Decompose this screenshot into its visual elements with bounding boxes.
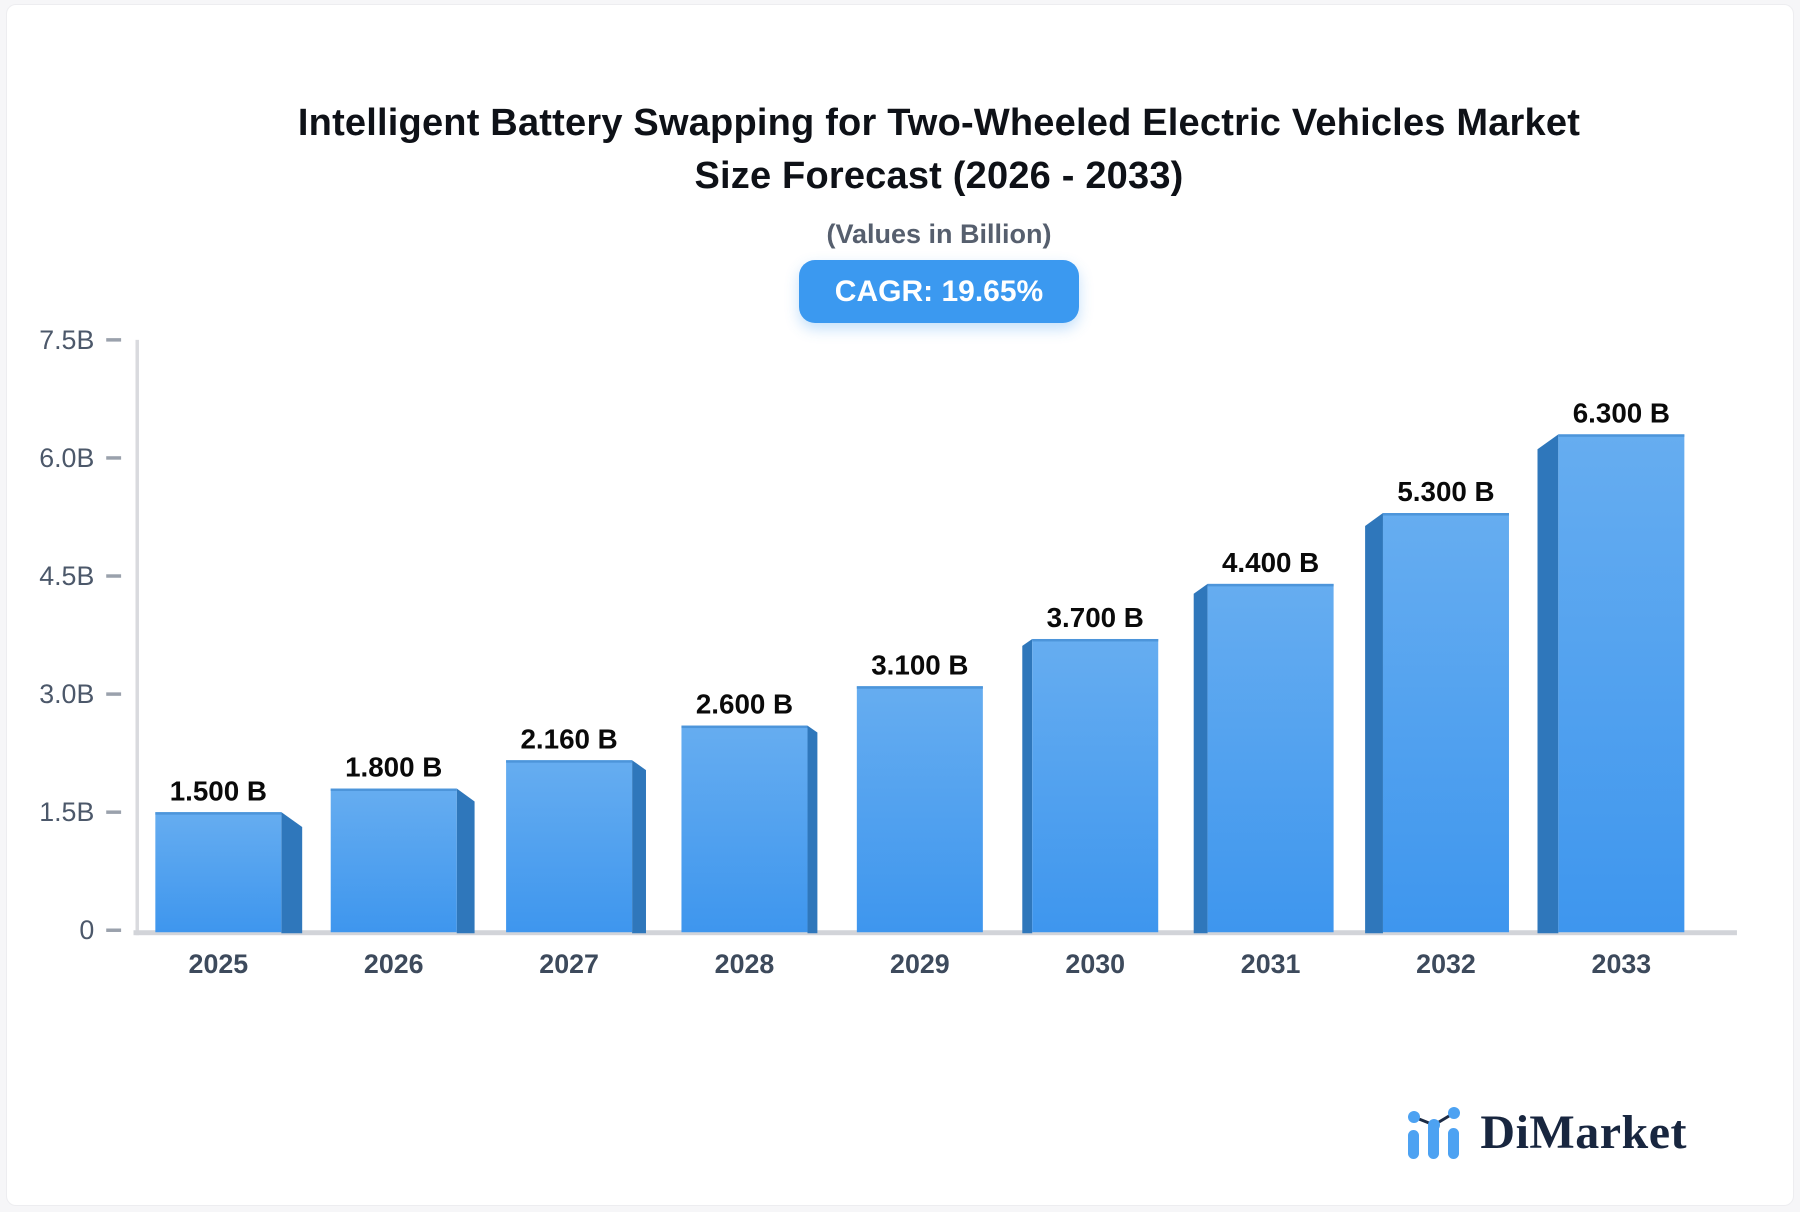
bar-top-edge [856,686,983,690]
bar-value-label: 2.600 B [696,689,793,720]
bar-top-edge [1382,513,1509,516]
bar-2031 [1207,584,1334,933]
bar-2030 [1032,639,1159,933]
bar-chart-trend-icon [1408,1107,1461,1159]
bar-side-face [632,760,646,934]
bar-2029 [856,686,983,933]
x-tick-label: 2033 [1592,949,1652,979]
y-tick-label: 1.5B [39,797,94,827]
y-tick-mark [106,456,122,461]
bar-side-face [281,812,303,934]
y-tick-label: 0 [79,916,94,946]
bar-value-label: 4.400 B [1222,547,1319,578]
y-tick-mark [106,338,122,342]
bar-side-face [456,788,475,934]
y-tick-label: 4.5B [39,561,94,591]
chart-card: Intelligent Battery Swapping for Two-Whe… [6,4,1794,1206]
x-tick-label: 2030 [1065,949,1125,979]
chart-header: Intelligent Battery Swapping for Two-Whe… [7,5,1793,324]
x-tick-label: 2028 [715,949,775,979]
bar-value-label: 6.300 B [1573,398,1670,429]
bar-value-label: 5.300 B [1397,477,1494,508]
bar-2028 [681,725,808,933]
y-tick-mark [106,692,122,697]
bar-2026 [330,788,457,933]
x-tick-label: 2025 [189,949,249,979]
x-tick-label: 2026 [364,949,424,979]
bar-value-label: 3.100 B [871,650,968,681]
logo-text: DiMarket [1480,1105,1687,1159]
bar-top-edge [1207,584,1334,587]
chart-title: Intelligent Battery Swapping for Two-Whe… [297,102,1581,198]
x-tick-label: 2031 [1241,949,1301,979]
bar-2033 [1558,434,1685,933]
bar-top-edge [1032,639,1159,642]
y-axis-line [135,340,139,936]
bar-value-label: 2.160 B [520,724,617,755]
bar-top-edge [681,725,808,729]
y-tick-label: 3.0B [39,679,94,709]
bar-top-edge [155,812,282,816]
bar-2032 [1382,513,1509,933]
chart-subtitle: (Values in Billion) [826,219,1052,250]
bar-side-face [807,725,818,934]
bar-top-edge [506,760,633,764]
bar-side-face [1193,584,1208,934]
bar-chart-plot-area: 7.5B 6.0B 4.5B 3.0B 1.5B 0 1.500 B 2025 1.800 B 2… [7,323,1793,987]
x-tick-label: 2029 [890,949,950,979]
y-tick-mark [106,810,122,815]
bar-top-edge [330,788,457,792]
bar-2027 [506,760,633,933]
bar-value-label: 1.800 B [345,752,442,783]
y-tick-mark [106,928,122,933]
y-tick-label: 6.0B [39,443,94,473]
dimarket-logo: DiMarket [1404,1103,1687,1161]
bar-value-label: 1.500 B [170,776,267,807]
bar-value-label: 3.700 B [1047,602,1144,633]
y-tick-mark [106,574,122,579]
y-tick-label: 7.5B [39,325,94,355]
bar-side-face [1022,639,1033,934]
x-axis-line [133,930,1737,936]
bar-2025 [155,812,282,933]
cagr-badge: CAGR: 19.65% [798,260,1080,324]
x-tick-label: 2027 [539,949,599,979]
bar-side-face [1537,434,1559,934]
bar-side-face [1365,513,1383,934]
bar-top-edge [1558,434,1685,438]
x-tick-label: 2032 [1416,949,1476,979]
bar-chart-canvas: 7.5B 6.0B 4.5B 3.0B 1.5B 0 1.500 B 2025 1.800 B 2… [39,325,1737,979]
